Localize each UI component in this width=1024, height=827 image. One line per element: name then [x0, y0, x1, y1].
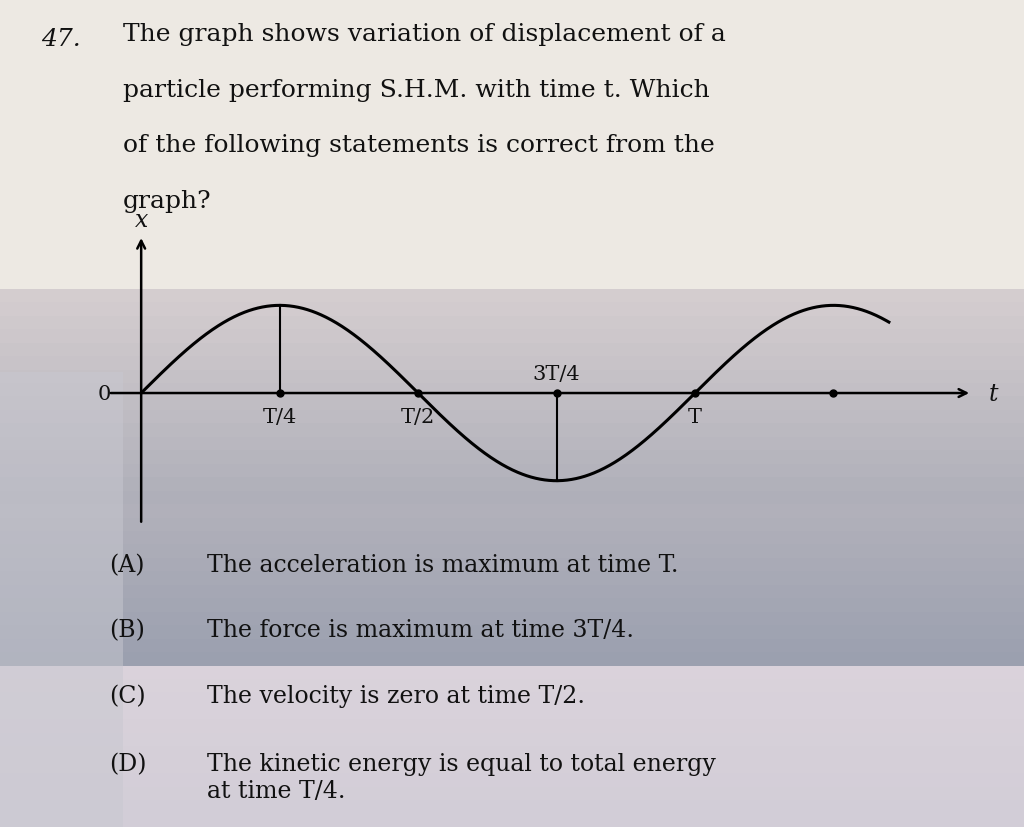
Bar — [0, 303, 1024, 317]
Bar — [0, 746, 1024, 760]
Bar — [0, 558, 1024, 571]
Bar — [0, 733, 1024, 746]
Bar — [0, 545, 1024, 558]
Bar — [0, 464, 1024, 477]
Bar — [0, 0, 1024, 289]
Bar — [0, 786, 1024, 801]
Bar — [0, 625, 1024, 638]
Bar — [0, 437, 1024, 451]
Bar — [0, 316, 1024, 330]
Bar — [0, 518, 1024, 531]
Bar — [0, 372, 123, 827]
Bar — [0, 693, 1024, 706]
Text: 3T/4: 3T/4 — [532, 364, 581, 383]
Bar — [0, 586, 1024, 599]
Text: of the following statements is correct from the: of the following statements is correct f… — [123, 134, 715, 157]
Bar — [0, 397, 1024, 410]
Bar — [0, 706, 1024, 719]
Bar — [0, 477, 1024, 491]
Bar — [0, 666, 1024, 679]
Bar — [0, 451, 1024, 464]
Bar — [0, 773, 1024, 786]
Bar — [0, 571, 1024, 586]
Bar — [0, 801, 1024, 814]
Bar — [0, 531, 1024, 545]
Text: T/4: T/4 — [262, 408, 297, 427]
Bar — [0, 330, 1024, 343]
Bar — [0, 356, 1024, 370]
Text: (D): (D) — [110, 753, 147, 776]
Text: (C): (C) — [110, 684, 146, 707]
Bar — [0, 653, 1024, 666]
Bar — [0, 612, 1024, 625]
Bar — [0, 410, 1024, 423]
Bar — [0, 491, 1024, 504]
Bar — [0, 599, 1024, 612]
Text: t: t — [988, 382, 998, 405]
Text: particle performing S.H.M. with time t. Which: particle performing S.H.M. with time t. … — [123, 79, 710, 102]
Bar — [0, 719, 1024, 733]
Text: (B): (B) — [110, 619, 145, 642]
Bar — [0, 679, 1024, 693]
Bar — [0, 638, 1024, 653]
Text: 0: 0 — [97, 384, 111, 403]
Text: graph?: graph? — [123, 190, 212, 213]
Text: T/2: T/2 — [401, 408, 435, 427]
Text: The graph shows variation of displacement of a: The graph shows variation of displacemen… — [123, 23, 726, 46]
Bar — [0, 814, 1024, 827]
Bar — [0, 289, 1024, 303]
Bar — [0, 423, 1024, 437]
Text: The force is maximum at time 3T/4.: The force is maximum at time 3T/4. — [207, 619, 634, 642]
Bar — [0, 343, 1024, 356]
Text: (A): (A) — [110, 553, 145, 576]
Text: 47.: 47. — [41, 28, 81, 50]
Text: The velocity is zero at time T/2.: The velocity is zero at time T/2. — [207, 684, 585, 707]
Bar — [0, 504, 1024, 518]
Bar — [0, 760, 1024, 773]
Text: x: x — [134, 208, 147, 232]
Text: T: T — [688, 408, 702, 427]
Text: The kinetic energy is equal to total energy
at time T/4.: The kinetic energy is equal to total ene… — [207, 753, 716, 802]
Bar — [0, 384, 1024, 397]
Bar — [0, 370, 1024, 384]
Text: The acceleration is maximum at time T.: The acceleration is maximum at time T. — [207, 553, 678, 576]
